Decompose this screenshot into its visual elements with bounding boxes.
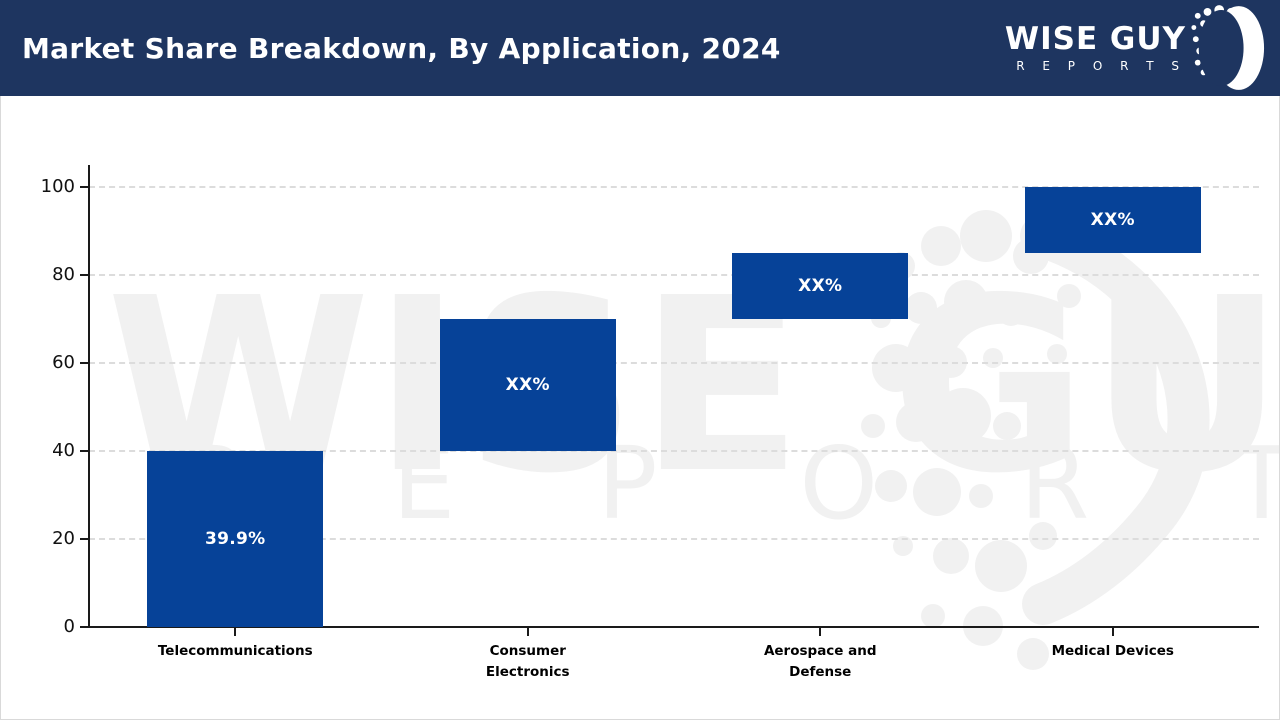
y-tick-label: 40 [52,440,75,461]
bar-value-label: XX% [505,375,550,396]
y-axis-spine [88,165,90,628]
header: Market Share Breakdown, By Application, … [0,0,1280,96]
logo: WISE GUY R E P O R T S [1005,4,1280,92]
x-tick-label-line: Telecommunications [157,643,313,659]
bar-telecommunications: 39.9% [147,451,324,627]
logo-text: WISE GUY R E P O R T S [1004,20,1186,73]
bar-value-label: 39.9% [205,529,266,550]
gridline [89,186,1259,188]
logo-head-icon [1191,5,1265,90]
x-tick [1111,627,1114,636]
bar-consumer-electronics: XX% [439,319,616,452]
bar-medical-devices: XX% [1024,187,1201,253]
logo-reports-label: R E P O R T S [1016,58,1186,73]
gridline [89,450,1259,452]
x-tick [526,627,529,636]
y-tick-label: 20 [52,528,75,549]
y-tick [80,538,89,540]
gridline [89,274,1259,276]
y-tick [80,450,89,452]
x-tick-label: Telecommunications [125,641,345,662]
y-tick-label: 100 [40,176,75,197]
y-tick [80,362,89,364]
gridline [89,362,1259,364]
bar-aerospace-and-defense: XX% [732,253,909,319]
x-tick-label: Aerospace and Defense [710,641,930,683]
bar-value-label: XX% [798,276,843,296]
y-tick [80,626,89,628]
x-tick [234,627,237,636]
x-axis-spine [88,626,1259,628]
x-tick-label-line: Defense [789,664,852,680]
x-tick [819,627,822,636]
bar-value-label: XX% [1090,210,1135,230]
y-tick-label: 0 [63,616,75,637]
gridline [89,538,1259,540]
y-tick-label: 80 [52,264,75,285]
x-tick-label-line: Electronics [485,664,570,680]
x-tick-label: Consumer Electronics [418,641,638,683]
y-tick-label: 60 [52,352,75,373]
x-tick-label-line: Medical Devices [1051,643,1174,659]
page-title: Market Share Breakdown, By Application, … [22,31,781,65]
x-tick-label: Medical Devices [1003,641,1223,662]
y-tick [80,186,89,188]
x-tick-label-line: Aerospace and [763,643,877,659]
x-tick-label-line: Consumer [489,643,566,659]
y-tick [80,274,89,276]
logo-wordmark: WISE GUY [1004,20,1186,57]
chart-area: WISE GUY R E P O R T S 02040608010039.9%… [0,96,1280,720]
